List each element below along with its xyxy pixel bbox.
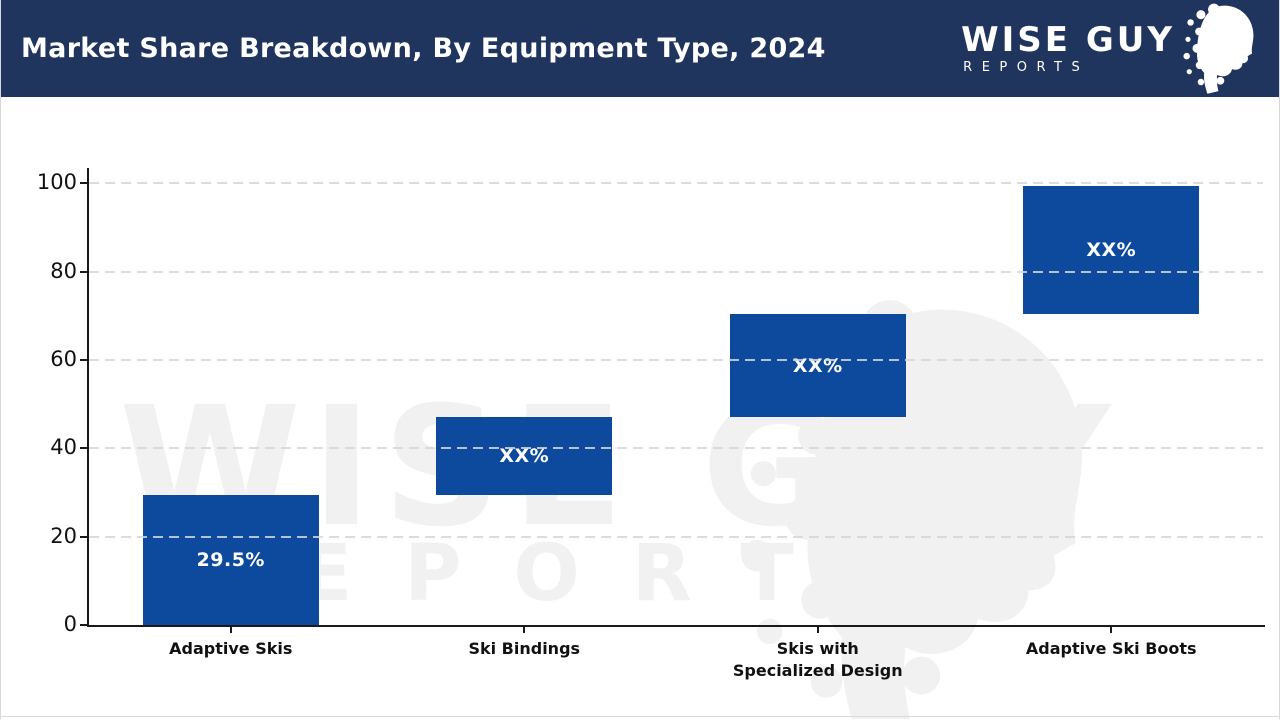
y-tick-mark-80 bbox=[80, 270, 89, 273]
bar-2: XX% bbox=[436, 417, 613, 495]
y-tick-mark-40 bbox=[80, 447, 89, 450]
y-tick-label-100: 100 bbox=[36, 170, 77, 195]
y-tick-label-60: 60 bbox=[50, 347, 77, 372]
bar-value-label: XX% bbox=[499, 445, 550, 468]
bar-4: XX% bbox=[1023, 185, 1200, 314]
y-tick-mark-0 bbox=[80, 624, 89, 626]
brand-logo: WISE GUY REPORTS bbox=[961, 3, 1263, 95]
y-tick-mark-20 bbox=[80, 535, 89, 538]
brand-subtitle: REPORTS bbox=[963, 60, 1090, 75]
y-tick-mark-60 bbox=[80, 359, 89, 362]
bar-value-label: XX% bbox=[792, 354, 843, 377]
x-category-label-4: Adaptive Ski Boots bbox=[1025, 639, 1197, 658]
gridline-100 bbox=[89, 182, 1263, 185]
bar-3: XX% bbox=[729, 313, 906, 418]
x-tick-mark-3 bbox=[816, 625, 819, 633]
brand-name: WISE GUY bbox=[961, 20, 1175, 60]
y-tick-label-0: 0 bbox=[63, 612, 77, 636]
chart-area: WISE GUY REPORTS 29.5% XX% XX% XX% 0 20 40 60 8… bbox=[1, 97, 1279, 719]
y-tick-mark-100 bbox=[80, 182, 89, 185]
gridline-80 bbox=[89, 270, 1263, 273]
page-title: Market Share Breakdown, By Equipment Typ… bbox=[21, 33, 826, 64]
x-tick-mark-1 bbox=[229, 625, 232, 633]
bar-value-label: 29.5% bbox=[196, 548, 265, 571]
plot-region: 29.5% XX% XX% XX% bbox=[89, 168, 1263, 625]
bottom-divider bbox=[1, 716, 1279, 717]
header-bar: Market Share Breakdown, By Equipment Typ… bbox=[1, 0, 1279, 97]
bar-value-label: XX% bbox=[1086, 238, 1137, 261]
brand-logo-text: WISE GUY REPORTS bbox=[961, 23, 1175, 74]
x-tick-mark-2 bbox=[523, 625, 526, 633]
y-tick-label-40: 40 bbox=[50, 435, 77, 460]
gridline-60 bbox=[89, 359, 1263, 362]
x-category-label-3: Skis with Specialized Design bbox=[732, 639, 903, 680]
bar-1: 29.5% bbox=[142, 494, 319, 625]
x-axis-line bbox=[87, 625, 1265, 627]
x-category-label-1: Adaptive Skis bbox=[169, 639, 293, 658]
wiseguy-head-icon bbox=[1183, 3, 1254, 94]
gridline-40 bbox=[89, 447, 1263, 450]
y-tick-label-80: 80 bbox=[50, 258, 77, 283]
x-tick-mark-4 bbox=[1110, 625, 1113, 633]
y-tick-label-20: 20 bbox=[50, 523, 77, 548]
gridline-20 bbox=[89, 535, 1263, 538]
x-category-label-2: Ski Bindings bbox=[468, 639, 581, 658]
y-axis-line bbox=[87, 168, 89, 627]
